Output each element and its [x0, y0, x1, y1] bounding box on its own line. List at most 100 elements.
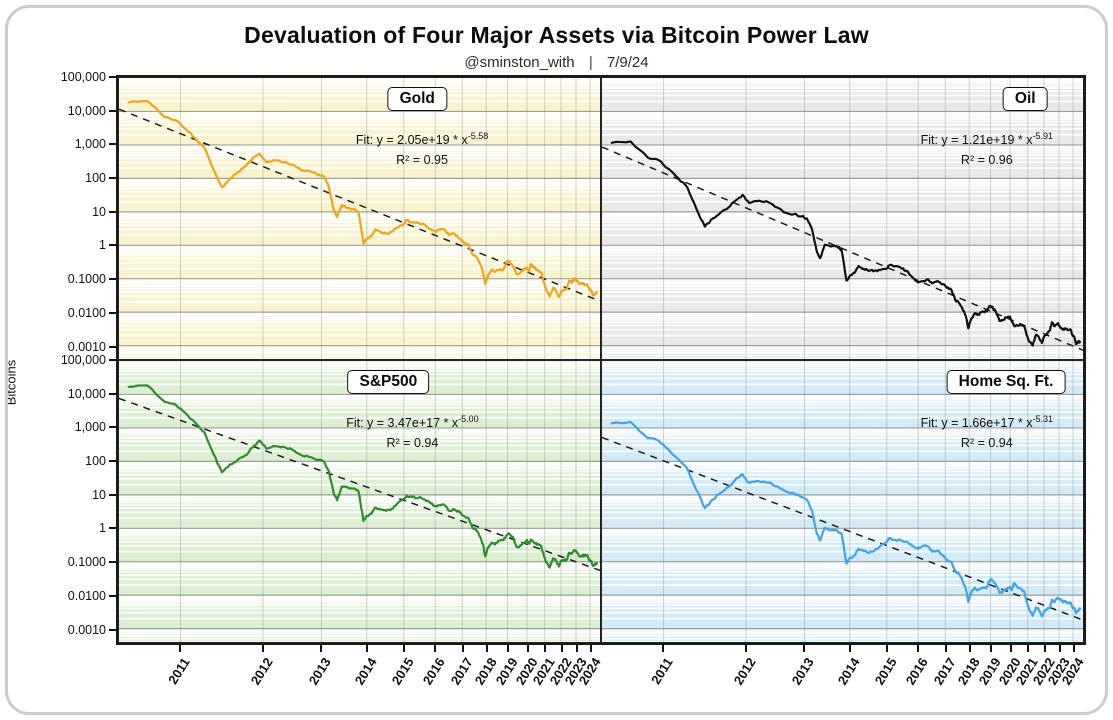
- r-squared: R² = 0.95: [396, 152, 448, 167]
- y-tick-label: 1,000: [74, 137, 106, 152]
- data-line-gold: [127, 99, 599, 299]
- x-tick-mark: [178, 645, 181, 652]
- data-line-oil: [610, 140, 1082, 347]
- y-axis-labels: 100,000 10,000 1,000 100 10 1 0.1000 0.0100 0.00…: [24, 70, 116, 645]
- author-handle: @sminston_with: [464, 54, 575, 71]
- x-tick-mark: [403, 645, 405, 652]
- fit-annotation-gold: Fit: y = 2.05e+19 * x-5.58 R² = 0.95: [356, 130, 488, 170]
- subtitle-separator: |: [588, 54, 593, 71]
- y-tick-label: 0.0100: [67, 588, 106, 603]
- x-tick-mark: [461, 645, 464, 652]
- page-title: Devaluation of Four Major Assets via Bit…: [244, 22, 869, 48]
- y-tick-mark: [109, 426, 116, 429]
- data-line-home: [610, 420, 1082, 618]
- fit-equation: Fit: y = 1.21e+19 * x-5.91: [920, 131, 1053, 148]
- x-tick-mark: [944, 645, 947, 652]
- y-axis-title: Bitcoins: [3, 359, 19, 406]
- y-tick-mark: [109, 311, 116, 314]
- panel-oil: Oil Fit: y = 1.21e+19 * x-5.91 R² = 0.96: [601, 77, 1084, 360]
- panel-title-badge-gold: Gold: [387, 87, 447, 111]
- chart-subtitle: @sminston_with | 7/9/24: [0, 54, 1113, 71]
- y-tick-label: 100,000: [60, 353, 106, 367]
- y-tick-label: 100: [85, 454, 106, 469]
- x-tick-mark: [544, 645, 547, 652]
- fit-equation: Fit: y = 1.66e+17 * x-5.31: [920, 414, 1053, 431]
- panel-svg-gold: [119, 78, 600, 359]
- x-tick-mark: [560, 645, 563, 652]
- panel-svg-home: [602, 361, 1083, 642]
- y-tick-label: 0.0010: [67, 622, 106, 637]
- x-tick-mark: [848, 645, 851, 652]
- x-tick-mark: [1009, 645, 1012, 652]
- x-tick-mark: [661, 645, 664, 652]
- x-tick-mark: [968, 645, 971, 652]
- panel-home: Home Sq. Ft. Fit: y = 1.66e+17 * x-5.31 …: [601, 360, 1084, 643]
- x-tick-mark: [744, 645, 747, 652]
- x-tick-label: 2012: [247, 655, 276, 688]
- panel-grid: Gold Fit: y = 2.05e+19 * x-5.58 R² = 0.9…: [116, 75, 1086, 645]
- x-axis-labels: 2011 2012 2013 2014 2015 2016 2017 2018 2019 2020…: [118, 645, 1087, 711]
- fit-line-gold: [119, 108, 600, 302]
- panel-title-badge-oil: Oil: [1002, 87, 1048, 111]
- y-tick-mark: [109, 345, 116, 348]
- x-tick-mark: [1027, 645, 1030, 652]
- r-squared: R² = 0.96: [960, 152, 1013, 167]
- fit-equation: Fit: y = 2.05e+19 * x-5.58: [355, 131, 489, 148]
- y-tick-label: 100,000: [60, 70, 106, 84]
- x-tick-mark: [589, 645, 592, 652]
- x-tick-label: 2011: [164, 655, 193, 687]
- x-tick-label: 2012: [730, 655, 759, 688]
- y-tick-mark: [109, 244, 116, 247]
- panel-sp500: S&P500 Fit: y = 3.47e+17 * x-5.00 R² = 0…: [118, 360, 601, 643]
- r-squared: R² = 0.94: [960, 435, 1013, 450]
- y-tick-mark: [109, 527, 116, 530]
- y-tick-mark: [109, 594, 116, 597]
- y-tick-label: 100: [85, 171, 106, 186]
- chart-date: 7/9/24: [606, 54, 649, 71]
- y-tick-label: 10: [92, 204, 106, 219]
- x-tick-mark: [320, 645, 323, 652]
- x-tick-mark: [575, 645, 578, 652]
- panel-title-badge-home: Home Sq. Ft.: [946, 370, 1066, 394]
- x-tick-mark: [365, 645, 368, 652]
- x-tick-mark: [1072, 645, 1075, 652]
- y-tick-mark: [109, 493, 116, 496]
- y-tick-mark: [109, 210, 116, 213]
- x-tick-mark: [485, 645, 488, 652]
- y-tick-mark: [109, 143, 116, 146]
- y-tick-mark: [109, 177, 116, 180]
- x-tick-label: 2013: [788, 655, 817, 688]
- y-tick-label: 10,000: [67, 386, 106, 401]
- x-tick-mark: [434, 645, 437, 652]
- fit-annotation-home: Fit: y = 1.66e+17 * x-5.31 R² = 0.94: [921, 413, 1053, 453]
- x-tick-label: 2011: [647, 655, 676, 687]
- fit-equation: Fit: y = 3.47e+17 * x-5.00: [346, 414, 479, 431]
- y-tick-label: 10,000: [67, 103, 106, 118]
- chart-area: Bitcoins 100,000 10,000 1,000 100 10 1 0.1000 0…: [0, 70, 1113, 711]
- fit-annotation-oil: Fit: y = 1.21e+19 * x-5.91 R² = 0.96: [921, 130, 1053, 170]
- x-tick-mark: [803, 645, 806, 652]
- r-squared: R² = 0.94: [386, 435, 439, 450]
- x-tick-mark: [886, 645, 888, 652]
- panel-title-badge-sp500: S&P500: [347, 370, 430, 394]
- y-tick-mark: [109, 76, 116, 78]
- y-tick-mark: [109, 278, 116, 281]
- fit-line-oil: [602, 146, 1083, 351]
- y-tick-label: 0.0100: [67, 305, 106, 320]
- chart-header: Devaluation of Four Major Assets via Bit…: [0, 0, 1113, 71]
- x-tick-mark: [917, 645, 920, 652]
- fit-annotation-sp500: Fit: y = 3.47e+17 * x-5.00 R² = 0.94: [346, 413, 478, 453]
- y-tick-mark: [109, 628, 116, 631]
- y-tick-mark: [109, 460, 116, 463]
- y-tick-label: 1: [99, 521, 106, 536]
- panel-gold: Gold Fit: y = 2.05e+19 * x-5.58 R² = 0.9…: [118, 77, 601, 360]
- x-tick-label: 2013: [305, 655, 334, 688]
- x-tick-mark: [1058, 645, 1061, 652]
- y-axis-labels-top-row: 100,000 10,000 1,000 100 10 1 0.1000 0.0100 0.00…: [24, 70, 116, 360]
- x-tick-mark: [990, 645, 993, 652]
- y-tick-label: 1,000: [74, 420, 106, 435]
- y-tick-mark: [109, 359, 116, 361]
- x-tick-mark: [1043, 645, 1046, 652]
- y-tick-label: 0.1000: [67, 555, 106, 570]
- panel-svg-oil: [602, 78, 1083, 359]
